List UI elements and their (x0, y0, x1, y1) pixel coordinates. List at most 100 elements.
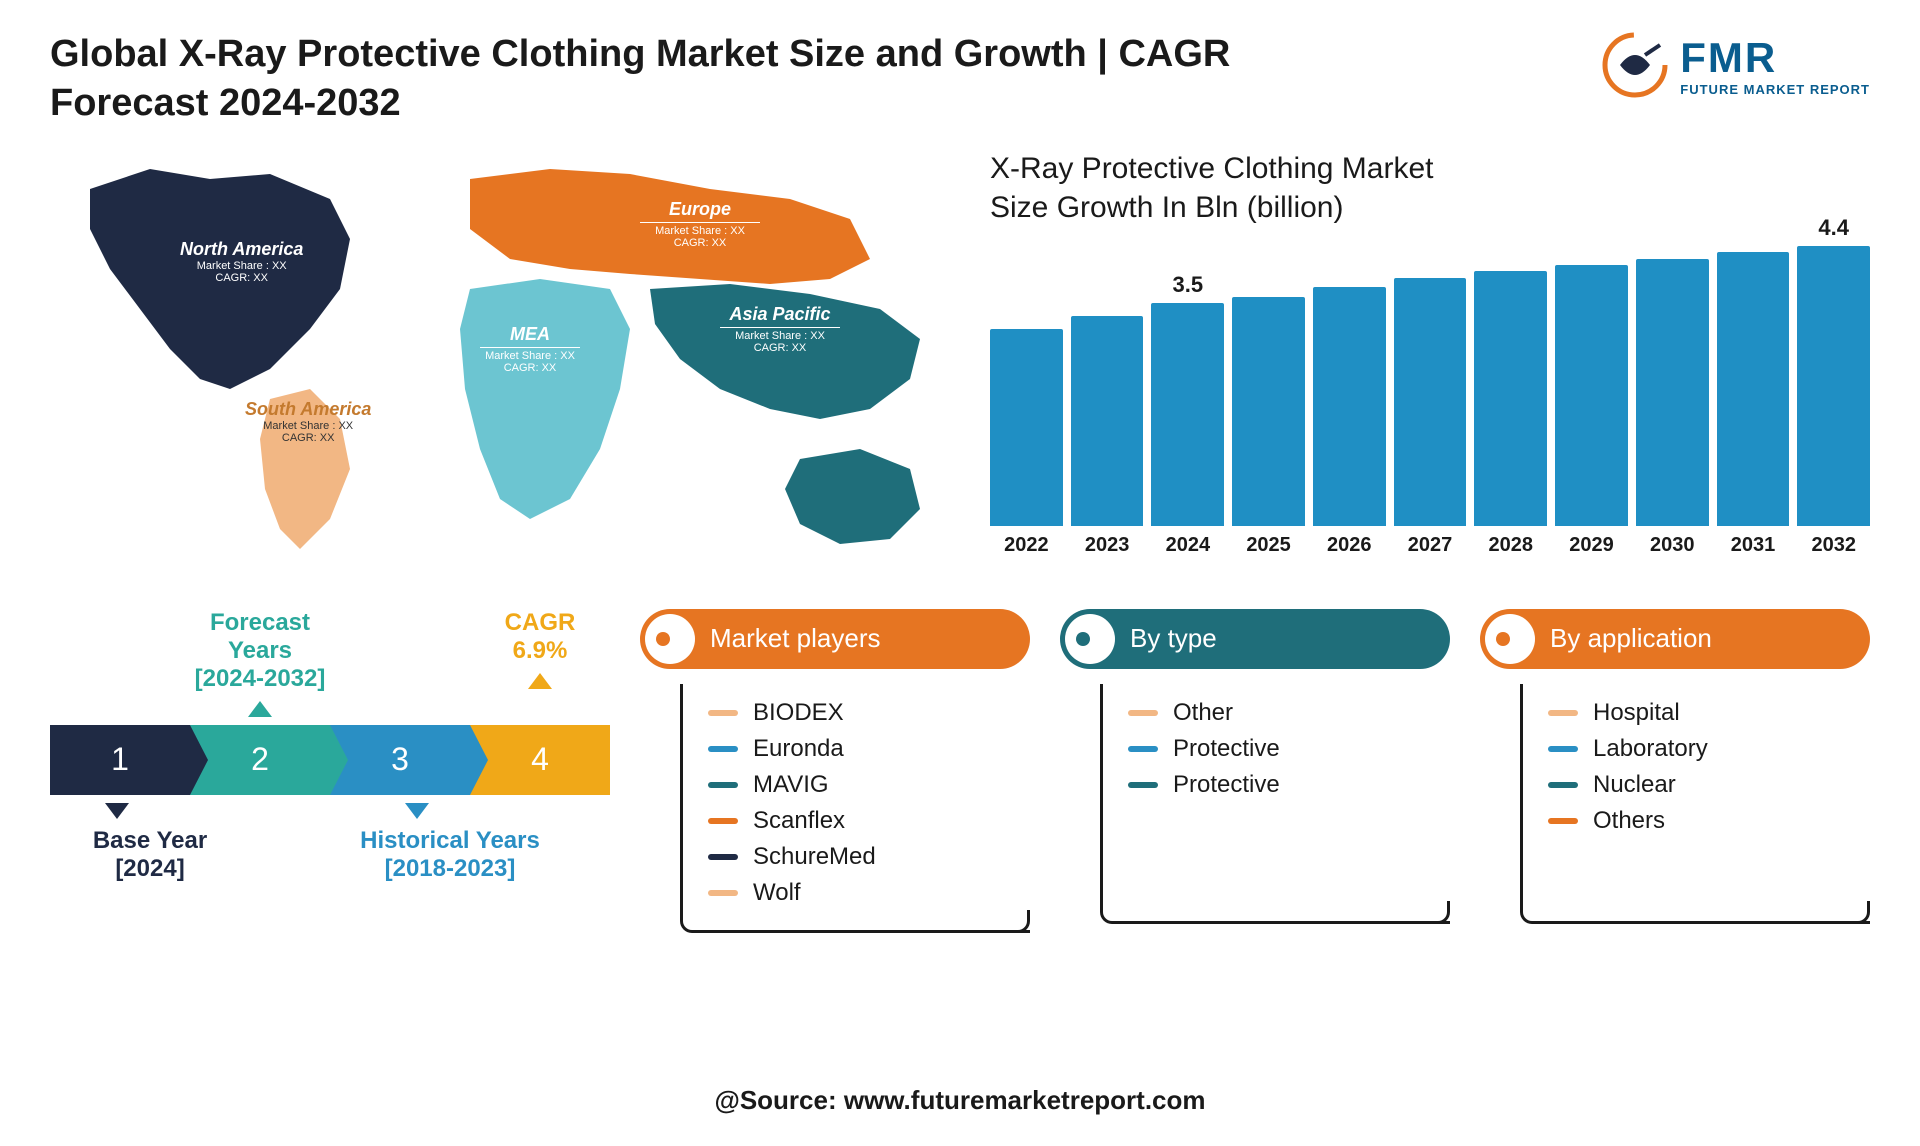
bar-year-label: 2028 (1489, 534, 1534, 557)
bar-value-label: 3.5 (1173, 272, 1204, 298)
region-sa-cagr: CAGR: XX (245, 432, 371, 444)
region-sa-share: Market Share : XX (245, 420, 371, 432)
bar-2031: 2031 (1717, 247, 1790, 557)
by-application-section: By application Hospital Laboratory Nuclear O… (1480, 609, 1870, 924)
bullet-icon (645, 614, 695, 664)
bar-rect (1151, 303, 1224, 526)
tick-icon (1128, 782, 1158, 788)
tick-icon (708, 890, 738, 896)
bar-2023: 2023 (1071, 311, 1144, 557)
tick-icon (708, 782, 738, 788)
region-sa-name: South America (245, 399, 371, 420)
region-eu-cagr: CAGR: XX (640, 237, 760, 249)
pill-header: By type (1060, 609, 1450, 669)
bar-2022: 2022 (990, 324, 1063, 557)
forecast-years-label: Forecast Years (190, 609, 330, 665)
historical-years-value: [2018-2023] (350, 855, 550, 883)
bar-rect (990, 329, 1063, 526)
bar-2028: 2028 (1474, 266, 1547, 557)
cagr-value: 6.9% (470, 637, 610, 665)
tick-icon (708, 818, 738, 824)
base-year-label: Base Year (50, 827, 250, 855)
list-item-text: BIODEX (753, 699, 844, 727)
region-mea-name: MEA (480, 324, 580, 345)
region-na-cagr: CAGR: XX (180, 272, 303, 284)
region-mea-cagr: CAGR: XX (480, 362, 580, 374)
bar-year-label: 2030 (1650, 534, 1695, 557)
pill-header-text: Market players (710, 623, 881, 654)
by-type-section: By type Other Protective Protective (1060, 609, 1450, 924)
bar-year-label: 2029 (1569, 534, 1614, 557)
bullet-icon (1065, 614, 1115, 664)
list-item-text: SchureMed (753, 843, 876, 871)
list-item-text: Hospital (1593, 699, 1680, 727)
list-item: Hospital (1548, 699, 1840, 727)
list-item-text: Protective (1173, 771, 1280, 799)
region-mea (460, 279, 630, 519)
list-item: Euronda (708, 735, 1000, 763)
list-item-text: Scanflex (753, 807, 845, 835)
list-item: BIODEX (708, 699, 1000, 727)
market-players-section: Market players BIODEX Euronda MAVIG Scanflex… (640, 609, 1030, 933)
list-item: Protective (1128, 735, 1420, 763)
bar-rect (1555, 265, 1628, 526)
tick-icon (1128, 746, 1158, 752)
list-item: Scanflex (708, 807, 1000, 835)
region-na-share: Market Share : XX (180, 260, 303, 272)
market-size-bar-chart: 202220233.52024 2025 2026 2027 2028 2029 2030 2… (990, 237, 1870, 557)
list-item: Laboratory (1548, 735, 1840, 763)
list-item-text: Other (1173, 699, 1233, 727)
arrow-up-icon (528, 673, 552, 689)
bar-rect (1071, 316, 1144, 526)
timeline-segment-2: 2 (190, 725, 330, 795)
region-australia (785, 449, 920, 544)
list-item-text: Protective (1173, 735, 1280, 763)
list-item: Protective (1128, 771, 1420, 799)
pill-list: Other Protective Protective (1100, 684, 1450, 924)
arrow-down-icon (405, 803, 429, 819)
list-item: Others (1548, 807, 1840, 835)
pill-header-text: By type (1130, 623, 1217, 654)
region-eu-share: Market Share : XX (640, 225, 760, 237)
list-item-text: Laboratory (1593, 735, 1708, 763)
bar-2025: 2025 (1232, 292, 1305, 557)
logo-globe-icon (1600, 30, 1670, 100)
tick-icon (708, 854, 738, 860)
bar-rect (1636, 259, 1709, 526)
bar-rect (1797, 246, 1870, 526)
page-title: Global X-Ray Protective Clothing Market … (50, 30, 1350, 129)
bar-2027: 2027 (1394, 273, 1467, 557)
historical-years-label: Historical Years (350, 827, 550, 855)
pill-list: BIODEXEurondaMAVIGScanflexSchureMedWolf (680, 684, 1030, 933)
bar-rect (1717, 252, 1790, 526)
bar-year-label: 2026 (1327, 534, 1372, 557)
timeline-segment-4: 4 (470, 725, 610, 795)
timeline: Forecast Years [2024-2032] CAGR 6.9% 123… (50, 609, 610, 883)
tick-icon (1548, 746, 1578, 752)
pill-header: By application (1480, 609, 1870, 669)
arrow-down-icon (105, 803, 129, 819)
bar-year-label: 2032 (1811, 534, 1856, 557)
region-na-name: North America (180, 239, 303, 260)
pill-header: Market players (640, 609, 1030, 669)
list-item: MAVIG (708, 771, 1000, 799)
timeline-segment-3: 3 (330, 725, 470, 795)
bar-2024: 3.52024 (1151, 272, 1224, 557)
bar-2032: 4.42032 (1797, 215, 1870, 557)
region-ap-share: Market Share : XX (720, 330, 840, 342)
tick-icon (1128, 710, 1158, 716)
pill-list: Hospital Laboratory Nuclear Others (1520, 684, 1870, 924)
world-map: North America Market Share : XX CAGR: XX… (50, 149, 950, 569)
bar-year-label: 2025 (1246, 534, 1291, 557)
bar-rect (1232, 297, 1305, 526)
source-attribution: @Source: www.futuremarketreport.com (714, 1085, 1205, 1116)
timeline-segment-1: 1 (50, 725, 190, 795)
forecast-years-value: [2024-2032] (190, 665, 330, 693)
region-ap-cagr: CAGR: XX (720, 342, 840, 354)
bar-2029: 2029 (1555, 260, 1628, 557)
list-item: Other (1128, 699, 1420, 727)
tick-icon (708, 746, 738, 752)
bar-rect (1313, 287, 1386, 526)
list-item-text: Euronda (753, 735, 844, 763)
list-item: Nuclear (1548, 771, 1840, 799)
